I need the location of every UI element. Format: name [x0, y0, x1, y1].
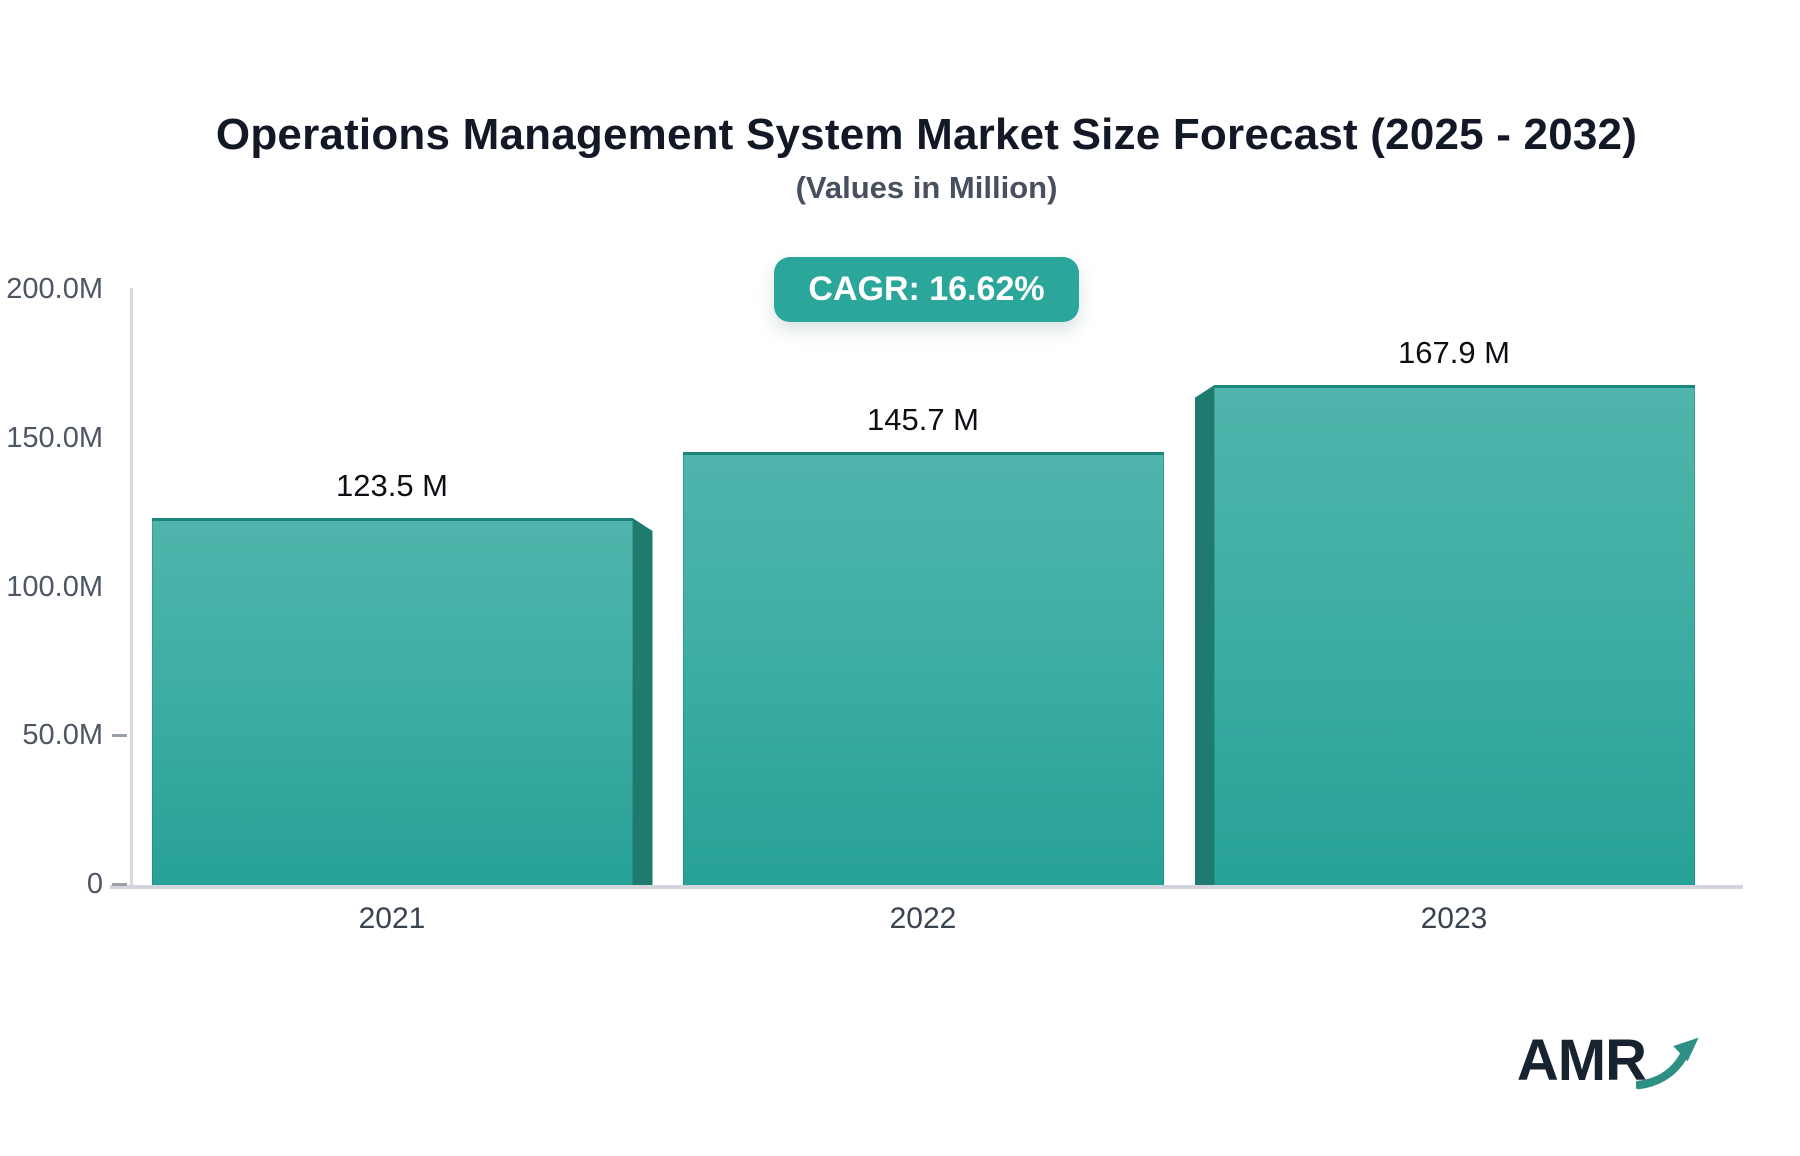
y-axis-line	[130, 288, 133, 887]
axis-tick	[112, 734, 127, 738]
amr-logo: AMR	[1517, 1032, 1702, 1092]
bar	[151, 518, 633, 885]
page-title: Operations Management System Market Size…	[215, 110, 1638, 159]
y-axis-label: 200.0M	[6, 273, 103, 305]
cagr-badge-container: CAGR: 16.62%	[110, 257, 1743, 322]
bar	[682, 452, 1164, 885]
bar-value-label: 167.9 M	[1397, 335, 1510, 370]
y-axis-label: 0	[86, 868, 103, 900]
growth-arrow-icon	[1636, 1037, 1699, 1090]
x-axis-label: 2023	[1420, 902, 1488, 935]
x-axis-baseline	[110, 885, 1743, 889]
bar-value-label: 123.5 M	[335, 468, 448, 503]
axis-tick	[112, 883, 127, 886]
x-axis-label: 2021	[358, 902, 426, 935]
chart-subtitle: (Values in Million)	[795, 170, 1058, 205]
bar-side-face	[1194, 385, 1215, 885]
y-axis-label: 150.0M	[6, 421, 103, 454]
bar-value-label: 145.7 M	[866, 402, 979, 437]
x-axis-label: 2022	[889, 902, 957, 935]
y-axis-label: 50.0M	[22, 719, 103, 752]
bar	[1213, 385, 1695, 885]
cagr-badge: CAGR: 16.62%	[774, 257, 1079, 322]
amr-logo-text: AMR	[1516, 1028, 1647, 1093]
y-axis-label: 100.0M	[6, 570, 103, 603]
bar-side-face	[632, 518, 653, 885]
